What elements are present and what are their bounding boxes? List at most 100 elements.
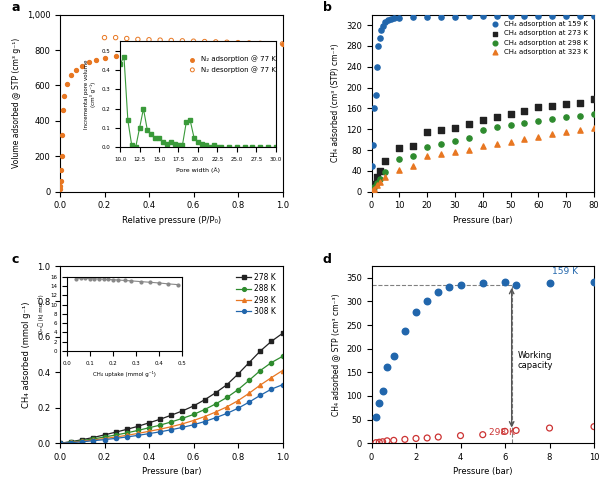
- 288 K: [157, 422, 164, 428]
- 298 K: [212, 409, 220, 415]
- N₂ desorption @ 77 K: [211, 38, 221, 46]
- Point: [374, 399, 384, 407]
- Point: [433, 288, 443, 296]
- 278 K: [179, 408, 186, 414]
- Y-axis label: CH₄ adsorbed @ STP (cm³ cm⁻³): CH₄ adsorbed @ STP (cm³ cm⁻³): [331, 293, 340, 416]
- N₂ adsorption @ 77 K: [155, 48, 165, 56]
- Point: [433, 433, 443, 441]
- 278 K: [134, 423, 142, 429]
- CH₄ adsorption at 323 K: [368, 186, 377, 194]
- CH₄ adsorption at 323 K: [422, 152, 432, 160]
- 278 K: [223, 382, 230, 388]
- CH₄ adsorption at 159 K: [562, 12, 571, 19]
- 298 K: [56, 440, 64, 446]
- CH₄ adsorption at 159 K: [520, 12, 529, 19]
- CH₄ adsorption at 159 K: [436, 13, 446, 20]
- CH₄ adsorption at 159 K: [371, 92, 380, 99]
- Point: [422, 434, 432, 442]
- Point: [422, 297, 432, 304]
- N₂ desorption @ 77 K: [200, 37, 209, 45]
- CH₄ adsorption at 323 K: [395, 166, 404, 174]
- CH₄ adsorption at 273 K: [547, 102, 557, 110]
- N₂ adsorption @ 77 K: [91, 56, 100, 64]
- 288 K: [123, 430, 130, 436]
- CH₄ adsorption at 298 K: [547, 115, 557, 123]
- 278 K: [145, 420, 152, 426]
- CH₄ adsorption at 298 K: [575, 112, 585, 119]
- 308 K: [235, 405, 242, 411]
- CH₄ adsorption at 273 K: [506, 110, 515, 117]
- 298 K: [245, 390, 253, 396]
- N₂ desorption @ 77 K: [256, 39, 265, 47]
- CH₄ adsorption at 323 K: [520, 135, 529, 143]
- Text: b: b: [323, 1, 331, 14]
- 288 K: [190, 412, 197, 417]
- N₂ adsorption @ 77 K: [122, 51, 131, 59]
- CH₄ adsorption at 323 K: [562, 129, 571, 136]
- CH₄ adsorption at 298 K: [395, 155, 404, 163]
- 288 K: [245, 377, 253, 383]
- 278 K: [268, 338, 275, 344]
- CH₄ adsorption at 273 K: [464, 120, 473, 128]
- CH₄ adsorption at 273 K: [372, 173, 382, 181]
- 278 K: [279, 331, 286, 337]
- 278 K: [101, 432, 108, 438]
- CH₄ adsorption at 159 K: [378, 22, 388, 30]
- Text: 159 K: 159 K: [552, 267, 578, 276]
- Point: [374, 438, 384, 446]
- 298 K: [134, 431, 142, 436]
- CH₄ adsorption at 159 K: [395, 14, 404, 21]
- Point: [411, 434, 421, 442]
- Y-axis label: CH₄ adsorbed (mmol g⁻¹): CH₄ adsorbed (mmol g⁻¹): [22, 301, 31, 408]
- 298 K: [123, 432, 130, 438]
- 278 K: [68, 439, 75, 445]
- CH₄ adsorption at 159 K: [389, 14, 398, 22]
- 308 K: [279, 382, 286, 388]
- CH₄ adsorption at 159 K: [409, 13, 418, 21]
- N₂ adsorption @ 77 K: [84, 58, 94, 66]
- 278 K: [56, 440, 64, 446]
- Line: 308 K: 308 K: [58, 383, 284, 445]
- N₂ adsorption @ 77 K: [59, 106, 68, 114]
- 298 K: [90, 437, 97, 443]
- Y-axis label: Volume adsorbed @ STP (cm³ g⁻¹): Volume adsorbed @ STP (cm³ g⁻¹): [12, 38, 21, 169]
- N₂ adsorption @ 77 K: [100, 54, 109, 62]
- CH₄ adsorption at 159 K: [374, 42, 383, 50]
- Point: [511, 427, 521, 434]
- Line: 278 K: 278 K: [58, 331, 284, 445]
- Point: [545, 424, 554, 432]
- Text: c: c: [11, 253, 19, 265]
- 298 K: [190, 417, 197, 423]
- CH₄ adsorption at 159 K: [464, 12, 473, 20]
- N₂ desorption @ 77 K: [222, 38, 232, 46]
- 298 K: [145, 429, 152, 434]
- CH₄ adsorption at 273 K: [395, 145, 404, 152]
- Point: [589, 278, 599, 285]
- 308 K: [167, 427, 175, 432]
- 298 K: [223, 404, 230, 410]
- Point: [371, 439, 381, 447]
- Point: [382, 437, 392, 445]
- N₂ desorption @ 77 K: [155, 36, 165, 44]
- N₂ adsorption @ 77 K: [71, 66, 80, 74]
- N₂ adsorption @ 77 K: [278, 40, 287, 48]
- 308 K: [190, 422, 197, 428]
- CH₄ adsorption at 323 K: [533, 133, 543, 141]
- CH₄ adsorption at 323 K: [506, 138, 515, 146]
- CH₄ adsorption at 159 K: [589, 12, 599, 19]
- 278 K: [212, 390, 220, 395]
- N₂ desorption @ 77 K: [244, 39, 254, 47]
- Point: [378, 438, 388, 446]
- CH₄ adsorption at 273 K: [492, 113, 502, 121]
- N₂ adsorption @ 77 K: [166, 47, 176, 55]
- 308 K: [90, 438, 97, 444]
- N₂ adsorption @ 77 K: [188, 46, 198, 54]
- 298 K: [201, 413, 208, 419]
- CH₄ adsorption at 323 K: [370, 185, 379, 192]
- Point: [478, 279, 488, 286]
- N₂ adsorption @ 77 K: [62, 80, 71, 88]
- 308 K: [56, 440, 64, 446]
- Point: [400, 435, 410, 443]
- 298 K: [235, 398, 242, 404]
- CH₄ adsorption at 273 K: [450, 124, 460, 131]
